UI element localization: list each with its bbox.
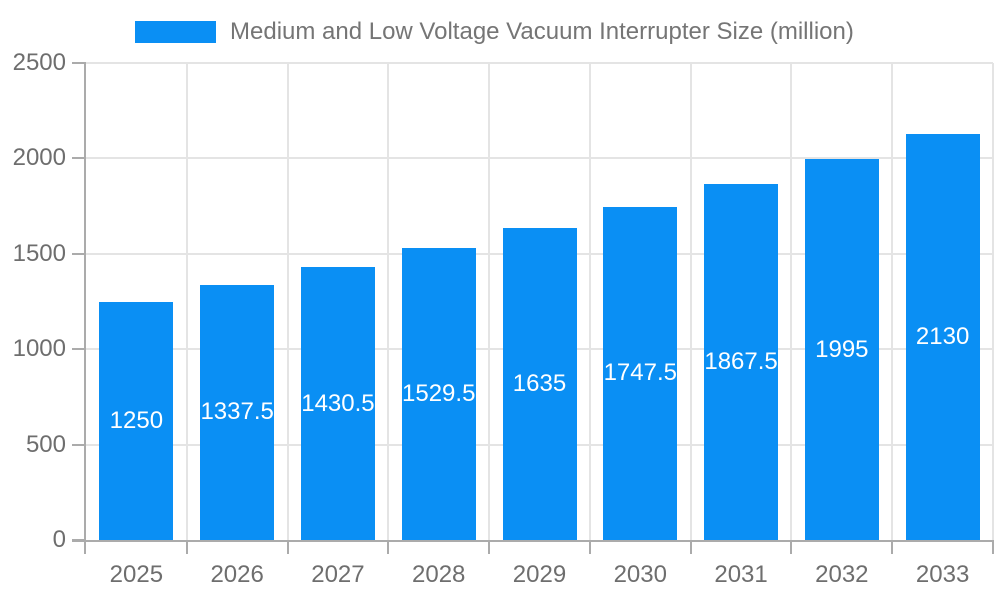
gridline-vertical xyxy=(790,63,793,540)
y-axis-tick xyxy=(72,62,86,64)
y-axis-label: 2000 xyxy=(12,144,66,172)
gridline-vertical xyxy=(891,63,894,540)
x-axis-line xyxy=(72,540,993,542)
x-axis-label: 2025 xyxy=(109,561,164,588)
y-axis-label: 2500 xyxy=(12,49,66,76)
x-axis-label: 2030 xyxy=(613,561,667,588)
bar xyxy=(200,284,275,540)
bar-value-label: 1250 xyxy=(109,406,164,434)
bar xyxy=(905,133,980,540)
legend-label: Medium and Low Voltage Vacuum Interrupte… xyxy=(230,18,854,45)
gridline-vertical xyxy=(689,63,692,540)
bar xyxy=(502,228,577,540)
x-axis-label: 2026 xyxy=(210,561,264,588)
gridline-vertical xyxy=(992,63,994,540)
bar xyxy=(603,206,678,540)
y-axis-label: 1500 xyxy=(12,239,66,267)
gridline-vertical xyxy=(588,63,591,540)
x-axis-tick xyxy=(387,540,390,554)
x-axis-tick xyxy=(185,540,188,554)
y-axis-label: 1000 xyxy=(12,335,66,363)
y-axis-tick xyxy=(72,252,86,255)
x-axis-tick xyxy=(488,540,491,554)
bar xyxy=(704,183,779,540)
y-axis-tick xyxy=(72,443,86,446)
bar xyxy=(804,159,879,540)
bar-value-label: 1747.5 xyxy=(603,359,677,387)
y-axis-label: 0 xyxy=(52,526,66,553)
bar xyxy=(99,301,174,540)
bar xyxy=(300,267,375,540)
y-axis-tick xyxy=(72,157,86,160)
bar xyxy=(401,248,476,540)
gridline-vertical xyxy=(387,63,390,540)
x-axis-tick xyxy=(588,540,591,554)
x-axis-tick xyxy=(689,540,692,554)
bar-value-label: 1867.5 xyxy=(704,347,778,375)
bar-value-label: 1430.5 xyxy=(301,389,375,417)
legend: Medium and Low Voltage Vacuum Interrupte… xyxy=(135,19,854,45)
gridline-vertical xyxy=(185,63,188,540)
bar-value-label: 1337.5 xyxy=(200,398,274,426)
x-axis-label: 2032 xyxy=(815,561,869,588)
bar-value-label: 1635 xyxy=(512,370,567,398)
gridline-vertical xyxy=(286,63,289,540)
gridline-horizontal xyxy=(86,157,993,160)
bar-value-label: 1529.5 xyxy=(402,380,476,408)
x-axis-tick xyxy=(286,540,289,554)
gridline-horizontal xyxy=(86,62,993,64)
x-axis-label: 2028 xyxy=(412,561,466,588)
bar-value-label: 1995 xyxy=(815,335,869,363)
x-axis-tick xyxy=(790,540,793,554)
x-axis-tick xyxy=(891,540,894,554)
x-axis-tick xyxy=(992,540,994,554)
legend-swatch xyxy=(135,21,216,43)
gridline-vertical xyxy=(488,63,491,540)
x-axis-label: 2031 xyxy=(714,561,768,588)
x-axis-label: 2029 xyxy=(512,561,567,588)
x-axis-label: 2033 xyxy=(915,561,970,588)
x-axis-label: 2027 xyxy=(311,561,365,588)
bar-value-label: 2130 xyxy=(915,322,970,350)
y-axis-tick xyxy=(72,348,86,351)
y-axis-label: 500 xyxy=(25,430,66,458)
y-axis-line xyxy=(84,63,86,554)
